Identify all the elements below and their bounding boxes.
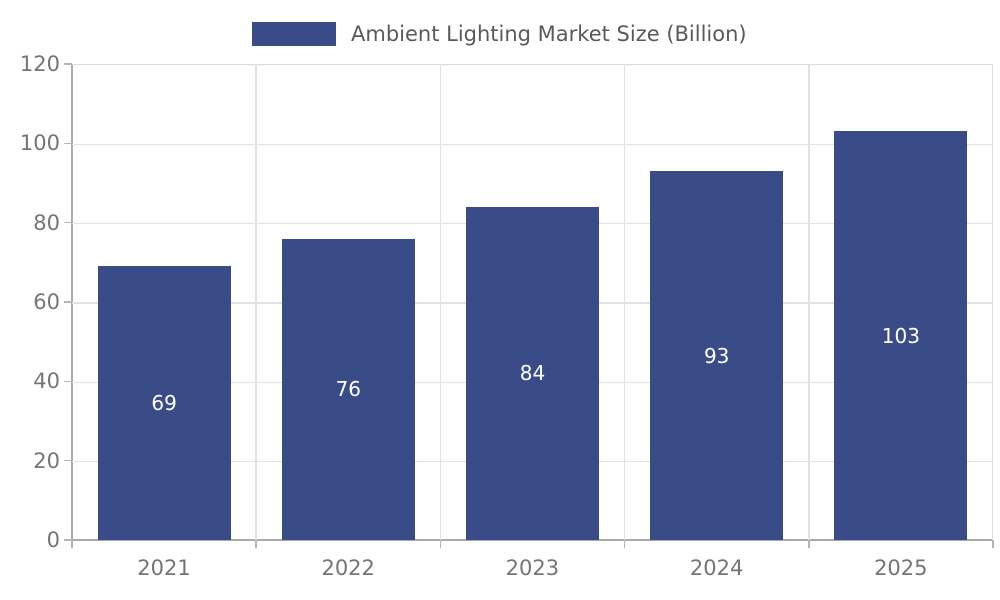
legend-swatch bbox=[252, 22, 336, 46]
bar-value-label: 93 bbox=[703, 343, 730, 368]
y-tick-mark bbox=[64, 539, 72, 541]
bar-2024: 93 bbox=[650, 171, 784, 540]
y-tick-label: 60 bbox=[33, 290, 60, 314]
y-tick-mark bbox=[64, 459, 72, 462]
v-gridline bbox=[439, 65, 442, 540]
x-tick-label: 2022 bbox=[321, 556, 375, 580]
x-tick-mark bbox=[992, 540, 994, 548]
bar-value-label: 103 bbox=[881, 323, 920, 348]
x-tick-mark bbox=[808, 540, 810, 548]
x-tick-label: 2024 bbox=[689, 556, 744, 580]
y-tick-mark bbox=[64, 380, 72, 383]
bar-2022: 76 bbox=[281, 238, 415, 540]
x-tick-mark bbox=[71, 540, 73, 548]
h-gridline bbox=[72, 143, 992, 146]
y-tick-label: 120 bbox=[19, 52, 60, 76]
v-gridline bbox=[255, 65, 257, 540]
bar-2023: 84 bbox=[466, 206, 599, 540]
y-tick-mark bbox=[64, 221, 72, 224]
legend: Ambient Lighting Market Size (Billion) bbox=[252, 22, 747, 46]
bar-value-label: 84 bbox=[519, 361, 546, 386]
y-tick-label: 0 bbox=[46, 528, 60, 552]
y-tick-mark bbox=[64, 142, 72, 145]
bar-2025: 103 bbox=[834, 131, 968, 540]
bar-2021: 69 bbox=[97, 266, 231, 540]
y-tick-label: 80 bbox=[33, 210, 60, 235]
bar-value-label: 69 bbox=[151, 391, 177, 416]
v-gridline bbox=[808, 65, 810, 540]
y-tick-mark bbox=[64, 63, 72, 65]
plot-area: 69 76 84 93 103 bbox=[72, 64, 993, 540]
v-gridline bbox=[623, 65, 626, 540]
x-tick-mark bbox=[439, 540, 442, 548]
y-tick-mark bbox=[64, 301, 72, 303]
y-tick-label: 40 bbox=[33, 369, 60, 394]
x-tick-label: 2025 bbox=[874, 556, 928, 580]
x-tick-mark bbox=[623, 540, 626, 548]
y-tick-label: 100 bbox=[19, 131, 60, 156]
x-tick-mark bbox=[255, 540, 257, 548]
bar-value-label: 76 bbox=[335, 377, 362, 402]
y-tick-label: 20 bbox=[33, 448, 60, 473]
x-tick-label: 2021 bbox=[137, 556, 191, 580]
legend-label: Ambient Lighting Market Size (Billion) bbox=[351, 22, 747, 46]
x-tick-label: 2023 bbox=[505, 556, 560, 580]
